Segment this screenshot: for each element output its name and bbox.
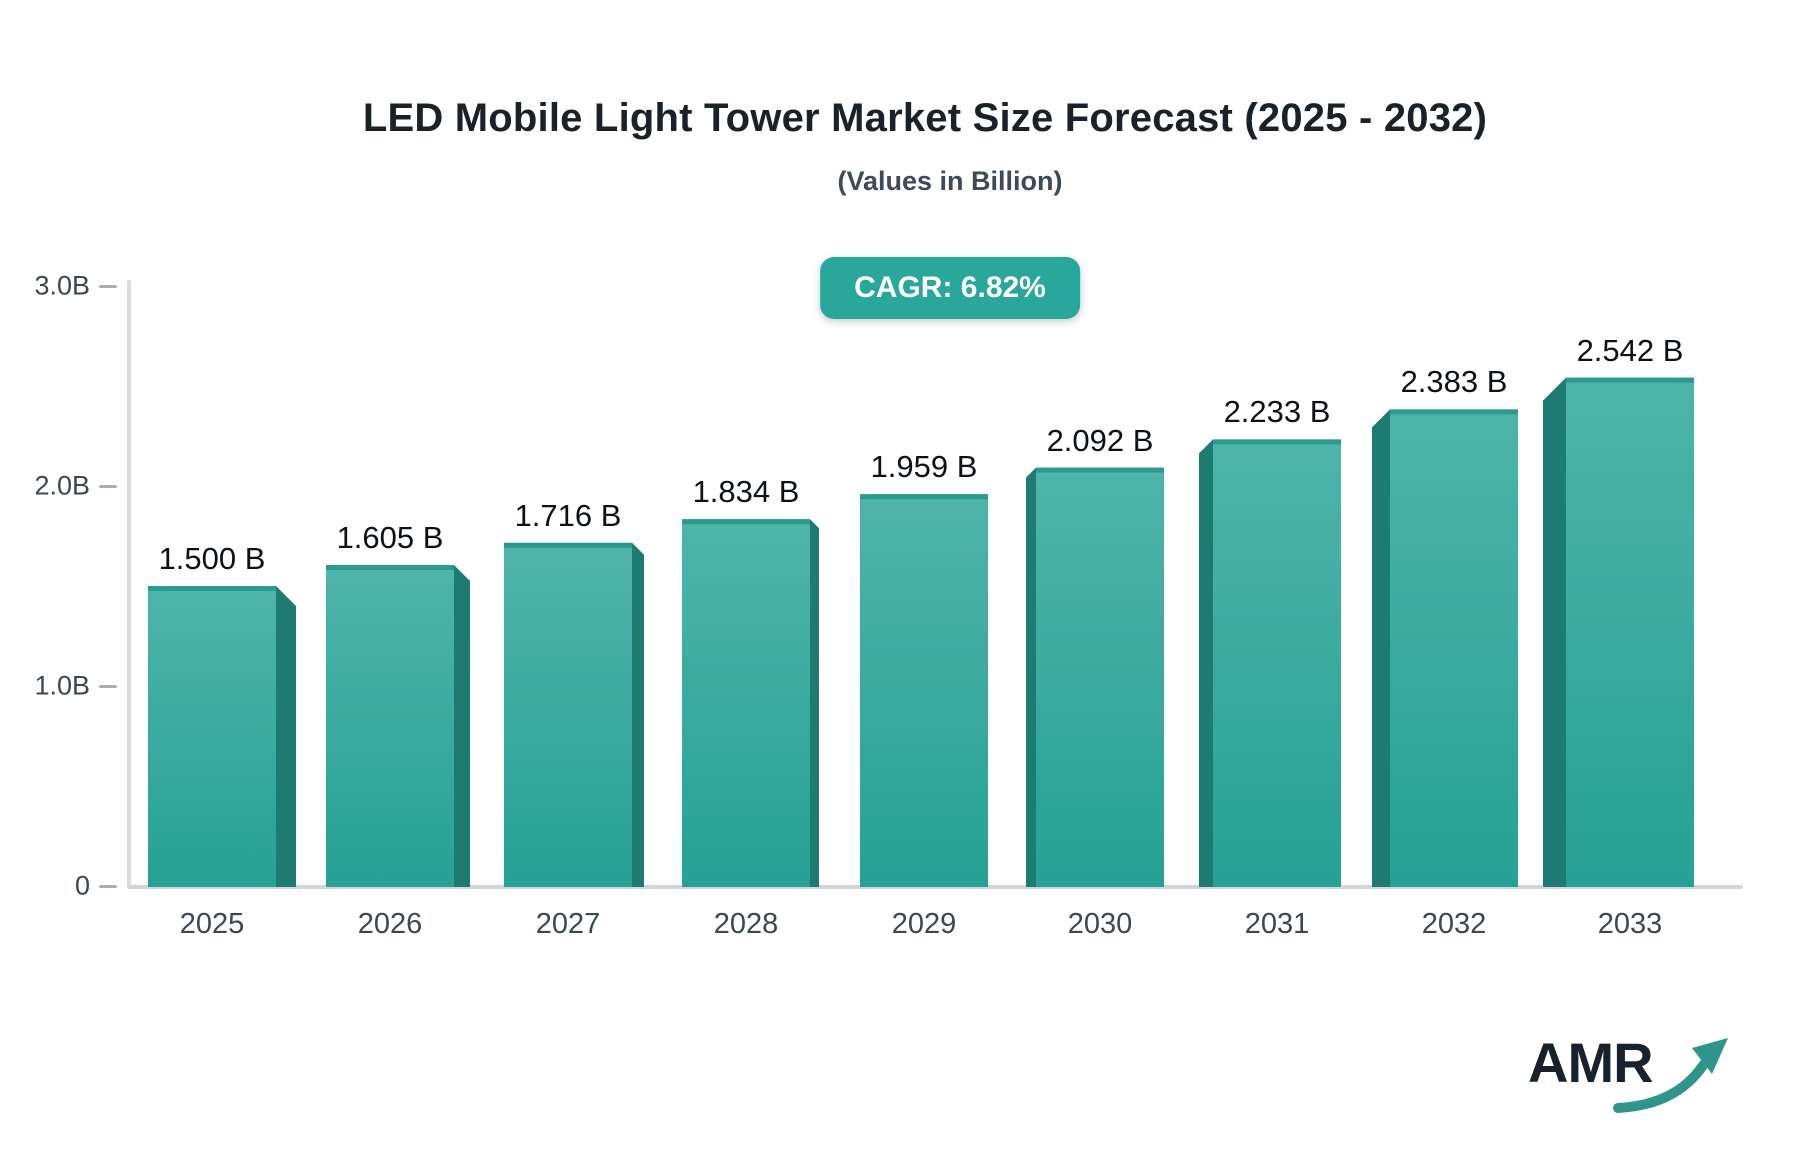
bar-value-label: 2.542 B — [1576, 332, 1684, 368]
bar-top-edge — [326, 565, 454, 570]
brand-logo: AMR — [1528, 1030, 1748, 1120]
x-axis-label: 2026 — [357, 908, 423, 940]
bar-2029 — [860, 494, 988, 887]
bar-front-face — [682, 519, 810, 887]
y-axis-label: 1.0B — [34, 670, 90, 701]
bar-side-face — [1543, 377, 1566, 887]
bar-front-face — [1213, 439, 1341, 887]
trending-up-arrow-icon — [1613, 1038, 1728, 1113]
bar-value-label: 1.500 B — [158, 541, 266, 576]
bar-front-face — [1390, 409, 1518, 887]
y-axis-tick — [99, 285, 117, 288]
bar-value-label: 1.959 B — [870, 449, 978, 485]
bar-2033 — [1543, 377, 1694, 887]
bar-top-edge — [504, 542, 632, 548]
x-axis-label: 2031 — [1244, 908, 1310, 940]
x-axis-label: 2030 — [1067, 908, 1133, 940]
x-axis-label: 2028 — [713, 908, 779, 940]
page-title: LED Mobile Light Tower Market Size Forec… — [362, 96, 1488, 140]
bar-2026 — [326, 565, 470, 887]
y-axis-label: 0 — [74, 870, 90, 901]
x-axis-label: 2029 — [891, 908, 957, 940]
bar-side-face — [1026, 467, 1036, 887]
bar-top-edge — [860, 494, 988, 500]
bar-2025 — [148, 586, 296, 887]
bar-front-face — [504, 542, 632, 887]
bar-top-edge — [1213, 439, 1341, 445]
bar-2031 — [1199, 439, 1341, 887]
cagr-badge: CAGR: 6.82% — [820, 257, 1080, 319]
bar-side-face — [810, 519, 819, 887]
bar-value-label: 1.605 B — [336, 520, 444, 555]
y-axis-label: 3.0B — [34, 270, 90, 301]
bar-top-edge — [1566, 377, 1694, 383]
bar-2032 — [1372, 409, 1518, 887]
y-axis-tick — [99, 485, 117, 488]
bar-value-label: 2.383 B — [1400, 364, 1508, 400]
bar-side-face — [276, 586, 296, 887]
bar-value-label: 1.716 B — [514, 497, 622, 533]
x-axis-label: 2027 — [535, 908, 601, 940]
x-axis-label: 2025 — [179, 908, 245, 940]
bar-front-face — [1036, 467, 1164, 887]
bar-2028 — [682, 519, 819, 887]
y-axis-tick — [99, 685, 117, 688]
x-axis-label: 2032 — [1421, 908, 1487, 940]
bar-front-face — [1566, 377, 1694, 887]
bar-side-face — [632, 542, 644, 887]
bar-side-face — [454, 565, 470, 887]
bar-2027 — [504, 542, 644, 887]
logo-text: AMR — [1528, 1031, 1654, 1094]
bar-top-edge — [1390, 409, 1518, 415]
y-axis-tick — [99, 885, 117, 888]
bar-value-label: 1.834 B — [692, 474, 800, 510]
x-axis-label: 2033 — [1597, 908, 1663, 940]
y-axis-line — [127, 280, 131, 889]
bar-value-label: 2.233 B — [1223, 394, 1331, 430]
bar-front-face — [326, 565, 454, 887]
bar-front-face — [148, 586, 276, 887]
y-axis-label: 2.0B — [34, 470, 90, 501]
bar-value-label: 2.092 B — [1046, 422, 1154, 458]
bar-side-face — [1199, 439, 1213, 887]
bar-2030 — [1026, 467, 1164, 887]
bar-side-face — [1372, 409, 1390, 887]
bar-top-edge — [682, 519, 810, 525]
bar-front-face — [860, 494, 988, 887]
bar-top-edge — [148, 586, 276, 591]
page-subtitle: (Values in Billion) — [837, 166, 1063, 196]
bar-top-edge — [1036, 467, 1164, 473]
